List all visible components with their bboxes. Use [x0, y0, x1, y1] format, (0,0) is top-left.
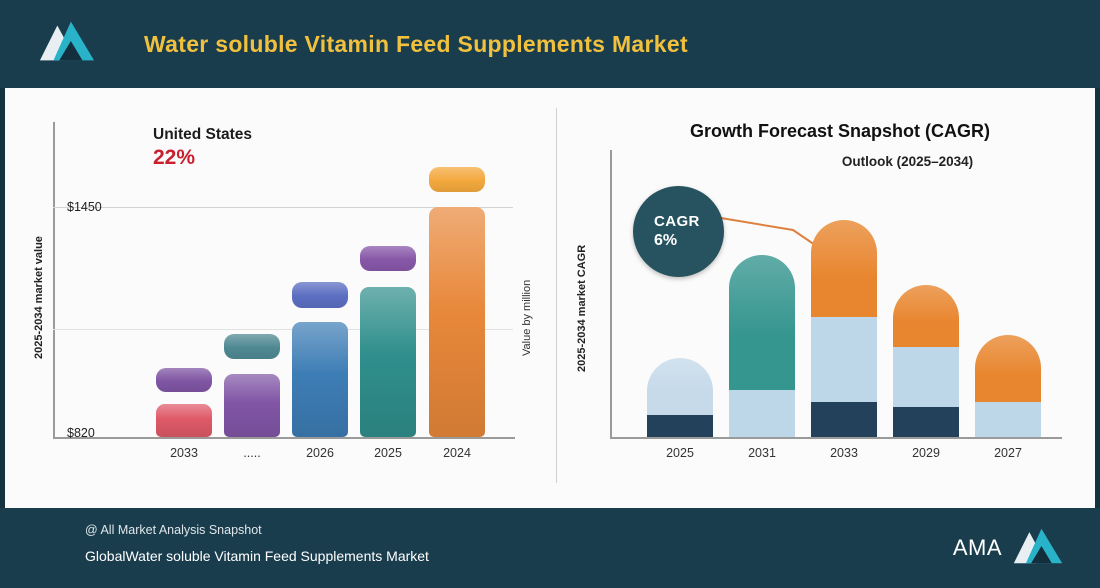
footer-note: @ All Market Analysis Snapshot [85, 523, 262, 537]
gridline-mid [53, 329, 513, 330]
footer-brand-text: AMA [952, 535, 1002, 560]
bar-segment-mid [893, 347, 959, 407]
cagr-badge-label: CAGR [654, 213, 700, 230]
x-axis-label: 2025 [666, 446, 694, 460]
bar-cap [360, 246, 416, 271]
left-y-axis-title: 2025-2034 market value [33, 236, 45, 360]
bar-cap [224, 334, 280, 359]
x-axis-label: 2029 [912, 446, 940, 460]
value-axis-label: Value by million [521, 279, 533, 357]
left-y-axis-line [53, 122, 55, 437]
bar-segment-mid [811, 317, 877, 402]
left-bar-group: 2025 [360, 246, 416, 460]
ama-logo-icon [38, 19, 96, 69]
bar-cap [429, 167, 485, 192]
x-axis-label: 2031 [748, 446, 776, 460]
x-axis-label: 2033 [170, 446, 198, 460]
footer-title: GlobalWater soluble Vitamin Feed Supplem… [85, 548, 429, 564]
x-axis-label: 2025 [374, 446, 402, 460]
header: Water soluble Vitamin Feed Supplements M… [0, 0, 1100, 88]
right-y-axis-line [610, 150, 612, 437]
cagr-badge-value: 6% [654, 232, 678, 249]
ama-logo-icon [1012, 527, 1064, 570]
right-x-axis-line [610, 437, 1062, 439]
left-bar-group: 2024 [429, 167, 485, 460]
page-title: Water soluble Vitamin Feed Supplements M… [144, 30, 688, 57]
content: 2025-2034 market value $1450 $820 United… [5, 88, 1095, 508]
bar-segment-top [811, 220, 877, 317]
bar-segment-mid [975, 402, 1041, 437]
bar-segment-top [975, 335, 1041, 402]
x-axis-label: ..... [243, 446, 261, 460]
left-x-axis-line [53, 437, 515, 439]
cagr-badge: CAGR 6% [633, 186, 724, 277]
left-bar-group: ..... [224, 334, 280, 460]
bar [224, 374, 280, 437]
bar-cap [292, 282, 348, 308]
bar-segment-top [729, 255, 795, 390]
bar-cap [156, 368, 212, 392]
right-y-axis-title: 2025-2034 market CAGR [576, 244, 588, 372]
right-chart-title: Growth Forecast Snapshot (CAGR) [689, 121, 990, 141]
bar-segment-base [647, 415, 713, 437]
left-bar-group: 2033 [156, 368, 212, 460]
left-chart-heading: United States [153, 126, 253, 143]
x-axis-label: 2027 [994, 446, 1022, 460]
right-bar-group: 2033 [811, 220, 877, 460]
bar-segment-mid [729, 390, 795, 437]
x-axis-label: 2024 [443, 446, 471, 460]
left-bar-group: 2026 [292, 282, 348, 460]
bar [292, 322, 348, 437]
bar-segment-top [647, 358, 713, 415]
footer-brand: AMA [953, 508, 1064, 588]
bar-segment-base [811, 402, 877, 437]
left-chart-highlight: 22% [153, 146, 196, 169]
bar [360, 287, 416, 437]
bar-segment-top [893, 285, 959, 347]
right-bar-group: 2027 [975, 335, 1041, 460]
footer: @ All Market Analysis Snapshot GlobalWat… [0, 508, 1100, 588]
tick-820: $820 [67, 426, 95, 440]
bar [156, 404, 212, 437]
x-axis-label: 2026 [306, 446, 334, 460]
panel-divider [556, 108, 557, 483]
right-chart-subtitle: Outlook (2025–2034) [841, 154, 974, 169]
right-bar-group: 2025 [647, 358, 713, 460]
bar-segment-base [893, 407, 959, 437]
tick-1450: $1450 [67, 200, 102, 214]
right-bar-group: 2029 [893, 285, 959, 460]
bar [429, 207, 485, 437]
gridline-1450 [53, 207, 513, 208]
x-axis-label: 2033 [830, 446, 858, 460]
right-bar-group: 2031 [729, 255, 795, 460]
